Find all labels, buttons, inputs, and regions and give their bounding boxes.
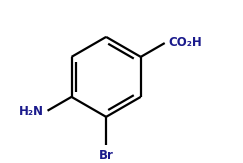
Text: H₂N: H₂N	[19, 105, 44, 118]
Text: Br: Br	[99, 149, 113, 162]
Text: CO₂H: CO₂H	[169, 36, 202, 49]
